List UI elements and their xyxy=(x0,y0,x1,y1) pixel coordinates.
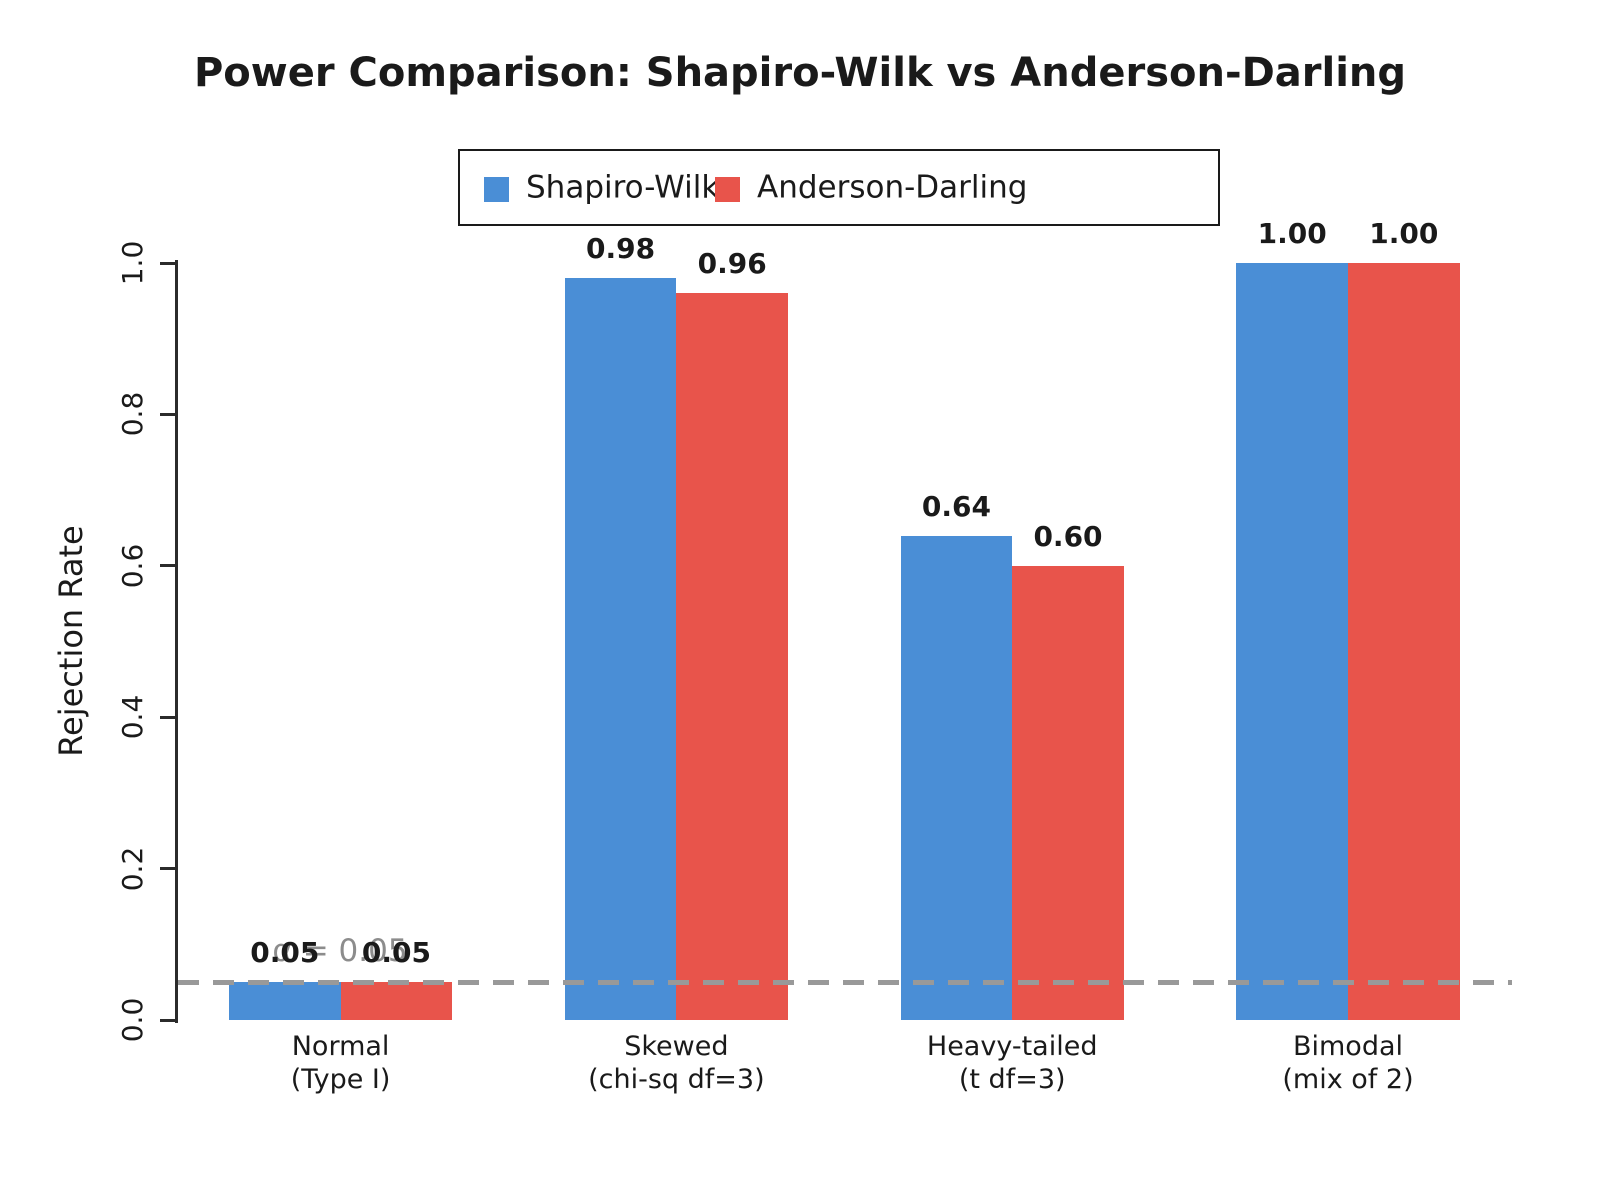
y-tick-label: 0.2 xyxy=(116,846,149,891)
chart-title: Power Comparison: Shapiro-Wilk vs Anders… xyxy=(193,50,1407,96)
x-category-line: (chi-sq df=3) xyxy=(588,1064,765,1095)
legend-swatch-anderson-darling xyxy=(715,177,740,202)
x-category-line: Bimodal xyxy=(1292,1031,1404,1062)
bar-shapiro-wilk-group-3 xyxy=(1236,263,1348,1020)
y-tick-mark xyxy=(160,715,175,719)
legend-swatch-shapiro-wilk xyxy=(484,177,509,202)
y-axis-line xyxy=(175,260,178,1023)
alpha-threshold-label: α = 0.05 xyxy=(272,933,408,969)
y-tick-mark xyxy=(160,412,175,416)
bar-value-label: 0.64 xyxy=(921,489,991,523)
bar-value-label: 0.05 xyxy=(361,936,431,970)
y-tick-mark xyxy=(160,1018,175,1022)
x-category-line: (Type I) xyxy=(290,1064,391,1095)
y-tick-mark xyxy=(160,261,175,265)
y-tick-label: 0.0 xyxy=(116,997,149,1043)
bar-value-label: 1.00 xyxy=(1369,217,1439,250)
x-category-line: Heavy-tailed xyxy=(926,1031,1098,1062)
x-category-line: Skewed xyxy=(624,1031,729,1062)
bar-shapiro-wilk-group-2 xyxy=(900,535,1013,1020)
bar-anderson-darling-group-0 xyxy=(340,982,453,1020)
y-tick-label: 0.8 xyxy=(116,392,149,437)
y-tick-label: 1.0 xyxy=(116,240,149,286)
legend: Shapiro-Wilk Anderson-Darling xyxy=(458,149,1220,226)
legend-label-anderson-darling: Anderson-Darling xyxy=(757,168,1028,205)
bar-anderson-darling-group-1 xyxy=(676,293,788,1020)
x-category-line: (t df=3) xyxy=(958,1064,1066,1095)
legend-label-shapiro-wilk: Shapiro-Wilk xyxy=(526,168,720,205)
bar-value-label: 0.96 xyxy=(697,247,767,281)
bar-shapiro-wilk-group-0 xyxy=(229,982,341,1020)
x-category-line: Normal xyxy=(291,1031,390,1062)
y-tick-mark xyxy=(160,564,175,568)
bar-shapiro-wilk-group-1 xyxy=(564,278,677,1020)
bar-value-label: 0.60 xyxy=(1033,519,1103,553)
x-category-label-2: Heavy-tailed (t df=3) xyxy=(852,1030,1172,1096)
x-category-label-1: Skewed (chi-sq df=3) xyxy=(516,1030,836,1096)
x-category-label-3: Bimodal (mix of 2) xyxy=(1188,1030,1508,1096)
bar-anderson-darling-group-3 xyxy=(1348,263,1460,1020)
bar-value-label: 1.00 xyxy=(1257,217,1327,250)
alpha-threshold-line xyxy=(178,979,1512,985)
bar-value-label: 0.05 xyxy=(250,936,320,970)
x-category-label-0: Normal (Type I) xyxy=(181,1030,501,1096)
y-tick-label: 0.4 xyxy=(116,694,149,740)
bar-anderson-darling-group-2 xyxy=(1012,565,1124,1020)
bar-value-label: 0.98 xyxy=(586,232,656,266)
y-tick-mark xyxy=(160,867,175,871)
y-tick-label: 0.6 xyxy=(116,543,149,589)
x-category-line: (mix of 2) xyxy=(1282,1064,1414,1095)
